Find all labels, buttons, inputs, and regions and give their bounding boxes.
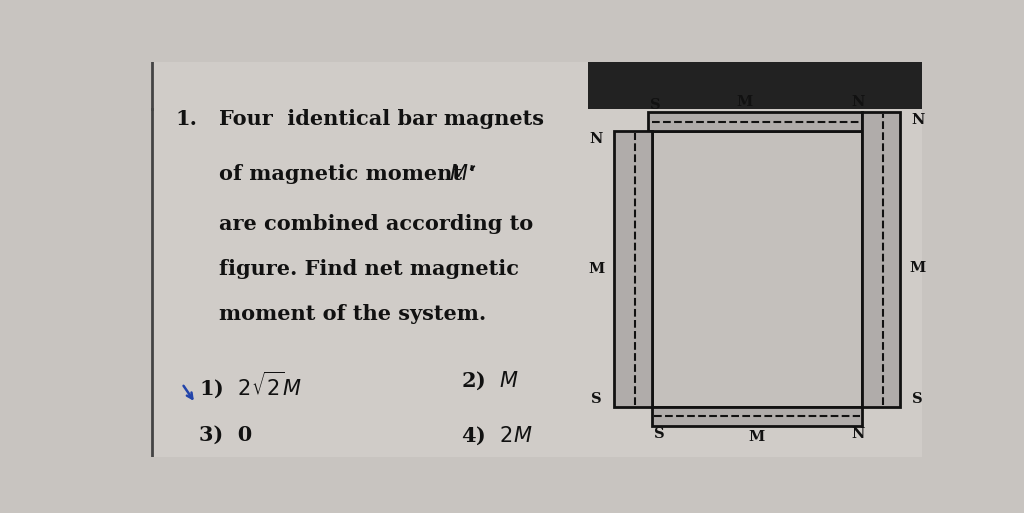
Text: 1.: 1. xyxy=(176,109,198,129)
Text: figure. Find net magnetic: figure. Find net magnetic xyxy=(219,259,519,279)
Bar xyxy=(613,131,651,407)
Text: 3)  0: 3) 0 xyxy=(200,425,253,445)
Text: N: N xyxy=(590,132,603,146)
Text: 4)  $2M$: 4) $2M$ xyxy=(461,425,532,447)
Text: N: N xyxy=(851,95,865,109)
Text: M: M xyxy=(736,95,753,109)
Text: are combined according to: are combined according to xyxy=(219,213,534,233)
Text: 2)  $M$: 2) $M$ xyxy=(461,370,520,392)
Bar xyxy=(152,62,922,109)
Text: S: S xyxy=(654,427,665,441)
Bar xyxy=(152,62,588,109)
Bar xyxy=(648,112,862,131)
Text: $\mathit{M}$’: $\mathit{M}$’ xyxy=(449,164,473,184)
Text: M: M xyxy=(749,430,765,444)
Text: 1)  $2\sqrt{2}M$: 1) $2\sqrt{2}M$ xyxy=(200,370,302,400)
Bar xyxy=(652,131,862,407)
Text: S: S xyxy=(912,392,923,406)
Bar xyxy=(652,407,862,426)
Text: of magnetic moment ‘: of magnetic moment ‘ xyxy=(219,164,477,184)
Text: M: M xyxy=(588,262,604,276)
Text: S: S xyxy=(650,97,662,112)
Text: moment of the system.: moment of the system. xyxy=(219,305,486,325)
Text: S: S xyxy=(591,392,601,406)
Text: N: N xyxy=(911,113,925,127)
Text: M: M xyxy=(909,261,926,275)
Text: N: N xyxy=(851,427,865,441)
Bar xyxy=(862,112,900,407)
Text: Four  identical bar magnets: Four identical bar magnets xyxy=(219,109,545,129)
